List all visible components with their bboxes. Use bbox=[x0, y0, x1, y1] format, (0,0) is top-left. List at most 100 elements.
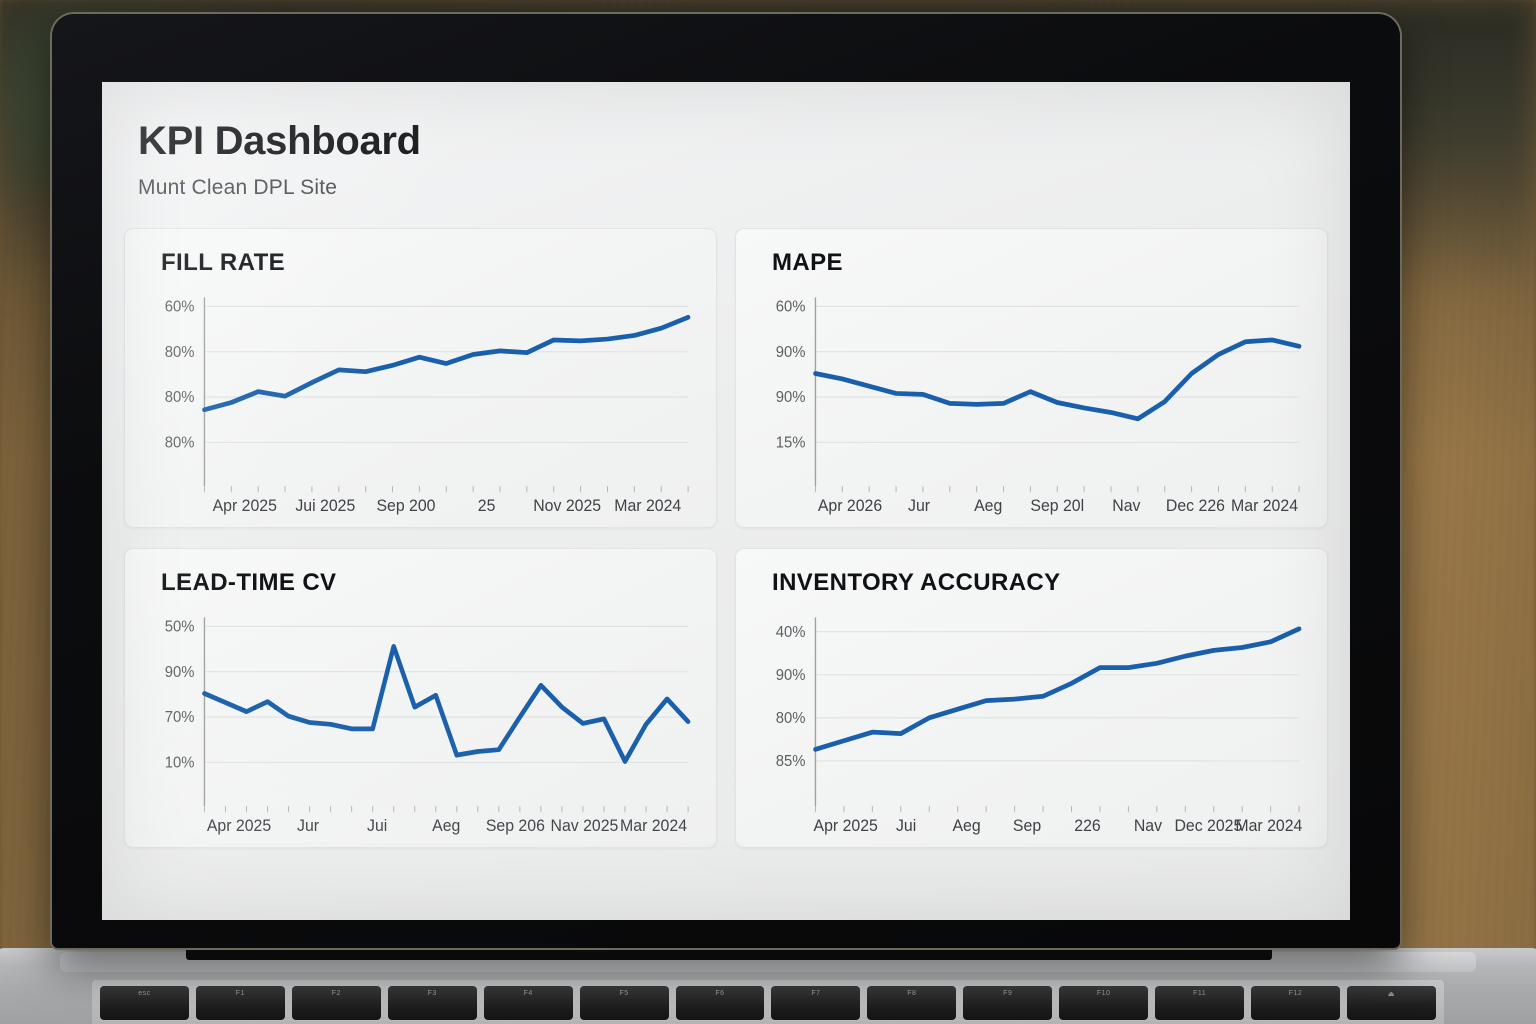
x-axis-tick-label: Sep 20l bbox=[1030, 497, 1084, 515]
kpi-cards-grid: FILL RATE 60% 80% 80% 80% Apr 2025 Jui 2025 Sep… bbox=[124, 228, 1328, 848]
chart-inventory-accuracy: 40% 90% 80% 85% Apr 2025 Jui Aeg Sep 226 Nav Dec 2… bbox=[754, 605, 1309, 837]
keyboard-key[interactable]: F2 bbox=[291, 986, 381, 1020]
chart-mape: 60% 90% 90% 15% Apr 2026 Jur Aeg Sep 20l Nav Dec … bbox=[754, 285, 1309, 517]
x-axis-tick-label: Apr 2025 bbox=[207, 817, 271, 835]
chart-svg-lead-time-cv: 50% 90% 70% 10% Apr 2025 Jur Jui Aeg Sep 206 Nav … bbox=[165, 617, 691, 835]
x-axis-tick-label: Aeg bbox=[432, 817, 460, 835]
y-axis-tick-label: 80% bbox=[776, 710, 806, 727]
y-axis-tick-label: 80% bbox=[165, 434, 195, 451]
y-axis-tick-label: 60% bbox=[776, 298, 806, 315]
x-axis-tick-label: Mar 2024 bbox=[1235, 817, 1302, 835]
keyboard-function-row[interactable]: esc F1 F2 F3 F4 F5 F6 F7 F8 F9 F10 F11 F12 ⏏ bbox=[100, 986, 1436, 1020]
keyboard-key[interactable]: F7 bbox=[771, 986, 861, 1020]
keyboard-key-label: F9 bbox=[1003, 990, 1013, 997]
x-axis-tick-label: Nav bbox=[1134, 817, 1163, 835]
keyboard-key-label: F1 bbox=[235, 990, 245, 997]
x-axis-tick-label: Sep 200 bbox=[376, 497, 435, 515]
keyboard-key[interactable]: ⏏ bbox=[1346, 986, 1436, 1020]
keyboard-key[interactable]: F1 bbox=[195, 986, 285, 1020]
keyboard-key[interactable]: esc bbox=[100, 986, 189, 1020]
keyboard-key[interactable]: F3 bbox=[387, 986, 477, 1020]
y-axis-tick-label: 90% bbox=[776, 344, 806, 361]
series-line-fill-rate bbox=[202, 314, 691, 413]
y-axis-tick-label: 15% bbox=[776, 434, 806, 451]
y-axis-tick-label: 90% bbox=[776, 389, 806, 406]
keyboard-key-label: esc bbox=[138, 990, 151, 997]
chart-svg-mape: 60% 90% 90% 15% Apr 2026 Jur Aeg Sep 20l Nav Dec … bbox=[776, 297, 1302, 515]
keyboard-key[interactable]: F10 bbox=[1059, 986, 1149, 1020]
laptop-screen-lid: KPI Dashboard Munt Clean DPL Site FILL R… bbox=[50, 12, 1402, 950]
series-line-mape bbox=[813, 337, 1302, 422]
keyboard-key-label: F12 bbox=[1288, 990, 1303, 997]
keyboard-key[interactable]: F6 bbox=[675, 986, 765, 1020]
x-axis-tick-label: Apr 2025 bbox=[213, 497, 277, 515]
chart-lead-time-cv: 50% 90% 70% 10% Apr 2025 Jur Jui Aeg Sep 206 Nav … bbox=[143, 605, 698, 837]
keyboard-key[interactable]: F9 bbox=[963, 986, 1053, 1020]
keyboard-key-label: F8 bbox=[907, 990, 917, 997]
y-axis-tick-label: 90% bbox=[776, 667, 806, 684]
keyboard-key-label: F11 bbox=[1193, 990, 1207, 997]
y-axis-tick-label: 90% bbox=[165, 664, 195, 681]
y-axis-tick-label: 40% bbox=[776, 624, 806, 641]
keyboard-key-label: ⏏ bbox=[1387, 991, 1395, 998]
page-header: KPI Dashboard Munt Clean DPL Site bbox=[102, 82, 1350, 200]
kpi-card-mape: MAPE 60% 90% 90% 15% Apr 2026 Jur Aeg Sep 20l Nav… bbox=[735, 228, 1328, 528]
x-axis-tick-label: Aeg bbox=[952, 817, 980, 835]
x-axis-tick-label: Mar 2024 bbox=[1231, 497, 1298, 515]
y-axis-tick-label: 80% bbox=[165, 344, 195, 361]
page-title: KPI Dashboard bbox=[138, 119, 421, 163]
keyboard-key[interactable]: F4 bbox=[483, 986, 573, 1020]
x-axis-tick-label: Jur bbox=[908, 497, 931, 515]
kpi-card-title: INVENTORY ACCURACY bbox=[772, 569, 1061, 596]
y-axis-tick-label: 85% bbox=[776, 753, 806, 770]
keyboard-key[interactable]: F8 bbox=[867, 986, 957, 1020]
x-axis-tick-label: Jur bbox=[297, 817, 320, 835]
x-axis-tick-label: Sep bbox=[1013, 817, 1041, 835]
x-axis-tick-label: 25 bbox=[478, 497, 496, 515]
kpi-card-fill-rate: FILL RATE 60% 80% 80% 80% Apr 2025 Jui 2025 Sep… bbox=[124, 228, 717, 528]
keyboard-key-label: F6 bbox=[715, 990, 725, 997]
x-axis-tick-label: Nav bbox=[1112, 497, 1141, 515]
keyboard-key-label: F10 bbox=[1096, 990, 1111, 997]
keyboard-key[interactable]: F11 bbox=[1155, 986, 1245, 1020]
kpi-card-title: MAPE bbox=[772, 249, 843, 276]
y-axis-tick-label: 60% bbox=[165, 298, 195, 315]
keyboard-key[interactable]: F12 bbox=[1251, 986, 1340, 1020]
keyboard-key-label: F3 bbox=[427, 990, 437, 997]
chart-fill-rate: 60% 80% 80% 80% Apr 2025 Jui 2025 Sep 200 25 Nov… bbox=[143, 285, 698, 517]
x-axis-tick-label: Sep 206 bbox=[486, 817, 545, 835]
x-axis-tick-label: Nav 2025 bbox=[551, 817, 619, 835]
chart-svg-fill-rate: 60% 80% 80% 80% Apr 2025 Jui 2025 Sep 200 25 Nov… bbox=[165, 297, 691, 515]
chart-svg-inventory-accuracy: 40% 90% 80% 85% Apr 2025 Jui Aeg Sep 226 Nav Dec 2… bbox=[776, 617, 1302, 835]
kpi-card-title: LEAD-TIME CV bbox=[161, 569, 337, 596]
x-axis-tick-label: Jui bbox=[367, 817, 387, 835]
kpi-card-inventory-accuracy: INVENTORY ACCURACY 40% 90% 80% 85% Apr 2025 Ju… bbox=[735, 548, 1328, 848]
x-axis-tick-label: Mar 2024 bbox=[614, 497, 681, 515]
screen-content: KPI Dashboard Munt Clean DPL Site FILL R… bbox=[102, 82, 1350, 920]
x-axis-tick-label: Mar 2024 bbox=[620, 817, 687, 835]
x-axis-tick-label: Dec 226 bbox=[1166, 497, 1225, 515]
x-axis-tick-label: Dec 2025 bbox=[1174, 817, 1242, 835]
keyboard-key-label: F5 bbox=[619, 990, 629, 997]
keyboard-key-label: F4 bbox=[523, 990, 533, 997]
x-axis-tick-label: Jui bbox=[896, 817, 916, 835]
kpi-card-title: FILL RATE bbox=[161, 249, 286, 276]
y-axis-tick-label: 70% bbox=[165, 709, 195, 726]
keyboard-key[interactable]: F5 bbox=[579, 986, 669, 1020]
keyboard-key-label: F2 bbox=[331, 990, 341, 997]
page-subtitle: Munt Clean DPL Site bbox=[138, 176, 338, 199]
x-axis-tick-label: Apr 2025 bbox=[814, 817, 878, 835]
series-line-inventory-accuracy bbox=[813, 626, 1302, 752]
x-axis-tick-label: Nov 2025 bbox=[533, 497, 601, 515]
x-axis-tick-label: 226 bbox=[1074, 817, 1100, 835]
kpi-card-lead-time-cv: LEAD-TIME CV 50% 90% 70% 10% Apr 2025 Jur Jui Ae… bbox=[124, 548, 717, 848]
x-axis-tick-label: Aeg bbox=[974, 497, 1002, 515]
series-line-lead-time-cv bbox=[202, 644, 691, 764]
keyboard-key-label: F7 bbox=[811, 990, 821, 997]
y-axis-tick-label: 80% bbox=[165, 389, 195, 406]
x-axis-tick-label: Jui 2025 bbox=[295, 497, 355, 515]
y-axis-tick-label: 50% bbox=[165, 618, 195, 635]
y-axis-tick-label: 10% bbox=[165, 754, 195, 771]
x-axis-tick-label: Apr 2026 bbox=[818, 497, 882, 515]
